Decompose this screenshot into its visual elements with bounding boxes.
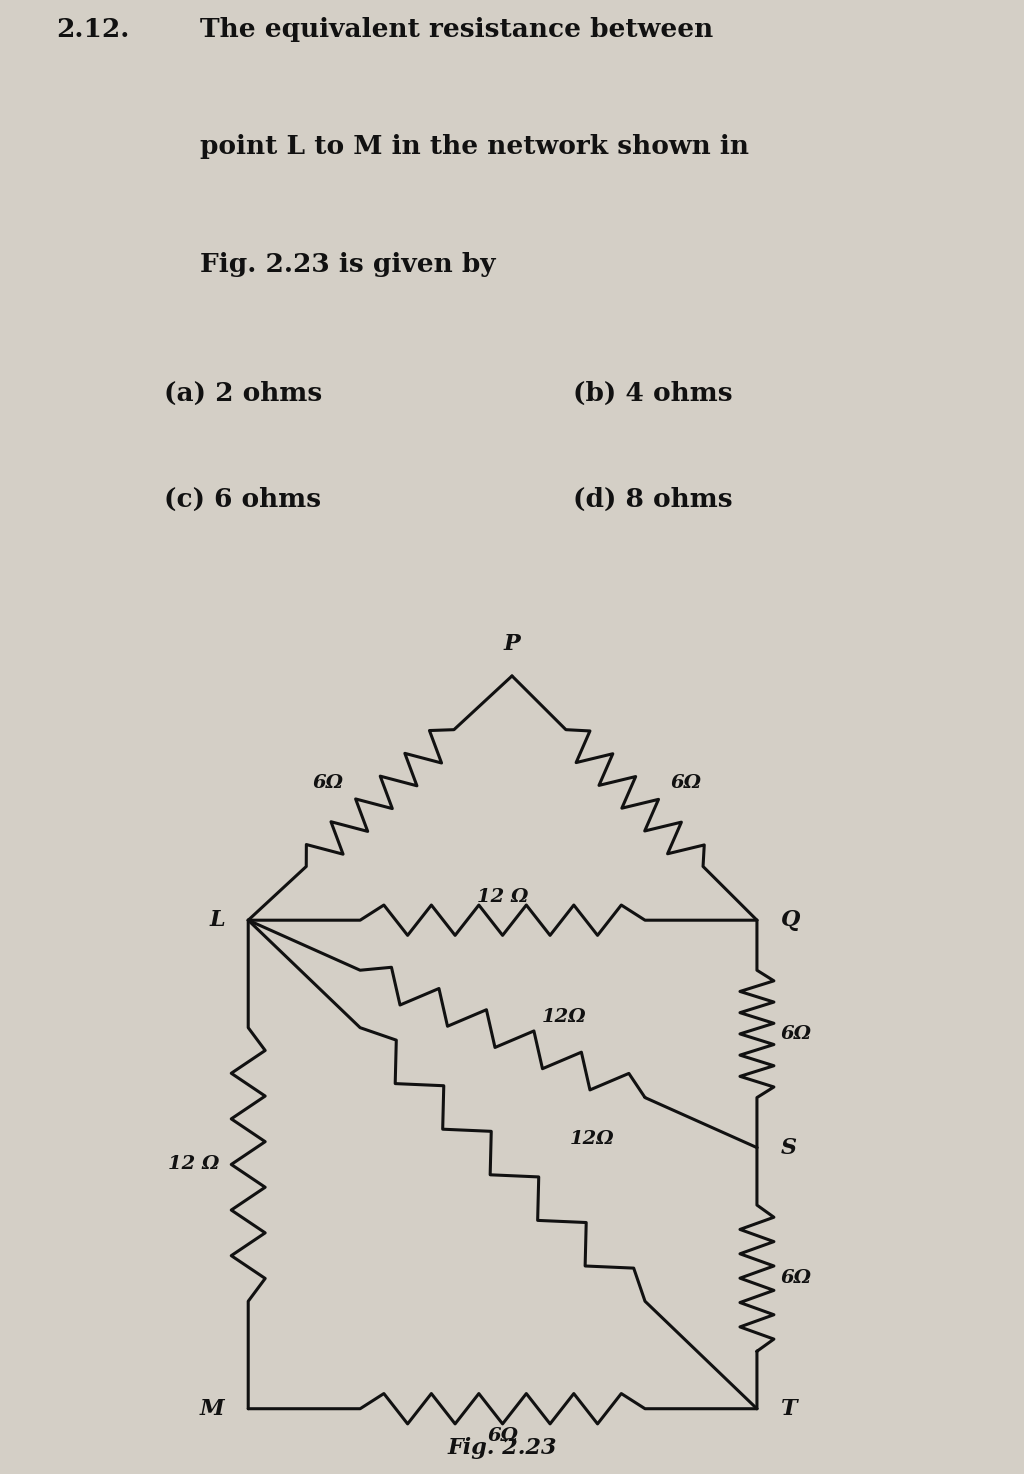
Text: S: S bbox=[780, 1136, 797, 1159]
Text: point L to M in the network shown in: point L to M in the network shown in bbox=[200, 134, 749, 159]
Text: Fig. 2.23: Fig. 2.23 bbox=[447, 1437, 557, 1459]
Text: 6Ω: 6Ω bbox=[312, 774, 344, 792]
Text: The equivalent resistance between: The equivalent resistance between bbox=[200, 16, 713, 41]
Text: Fig. 2.23 is given by: Fig. 2.23 is given by bbox=[200, 252, 496, 277]
Text: Q: Q bbox=[780, 909, 800, 932]
Text: 12 Ω: 12 Ω bbox=[477, 887, 528, 905]
Text: (a) 2 ohms: (a) 2 ohms bbox=[164, 380, 323, 405]
Text: (b) 4 ohms: (b) 4 ohms bbox=[573, 380, 733, 405]
Text: L: L bbox=[209, 909, 224, 932]
Text: T: T bbox=[780, 1397, 797, 1419]
Text: (c) 6 ohms: (c) 6 ohms bbox=[164, 488, 321, 513]
Text: M: M bbox=[200, 1397, 224, 1419]
Text: 12 Ω: 12 Ω bbox=[168, 1156, 219, 1173]
Text: 6Ω: 6Ω bbox=[781, 1269, 812, 1287]
Text: 6Ω: 6Ω bbox=[781, 1024, 812, 1044]
Text: 6Ω: 6Ω bbox=[671, 774, 701, 792]
Text: (d) 8 ohms: (d) 8 ohms bbox=[573, 488, 733, 513]
Text: 6Ω: 6Ω bbox=[487, 1427, 518, 1445]
Text: 12Ω: 12Ω bbox=[569, 1131, 614, 1148]
Text: 12Ω: 12Ω bbox=[542, 1008, 586, 1026]
Text: 2.12.: 2.12. bbox=[56, 16, 130, 41]
Text: P: P bbox=[504, 632, 520, 654]
